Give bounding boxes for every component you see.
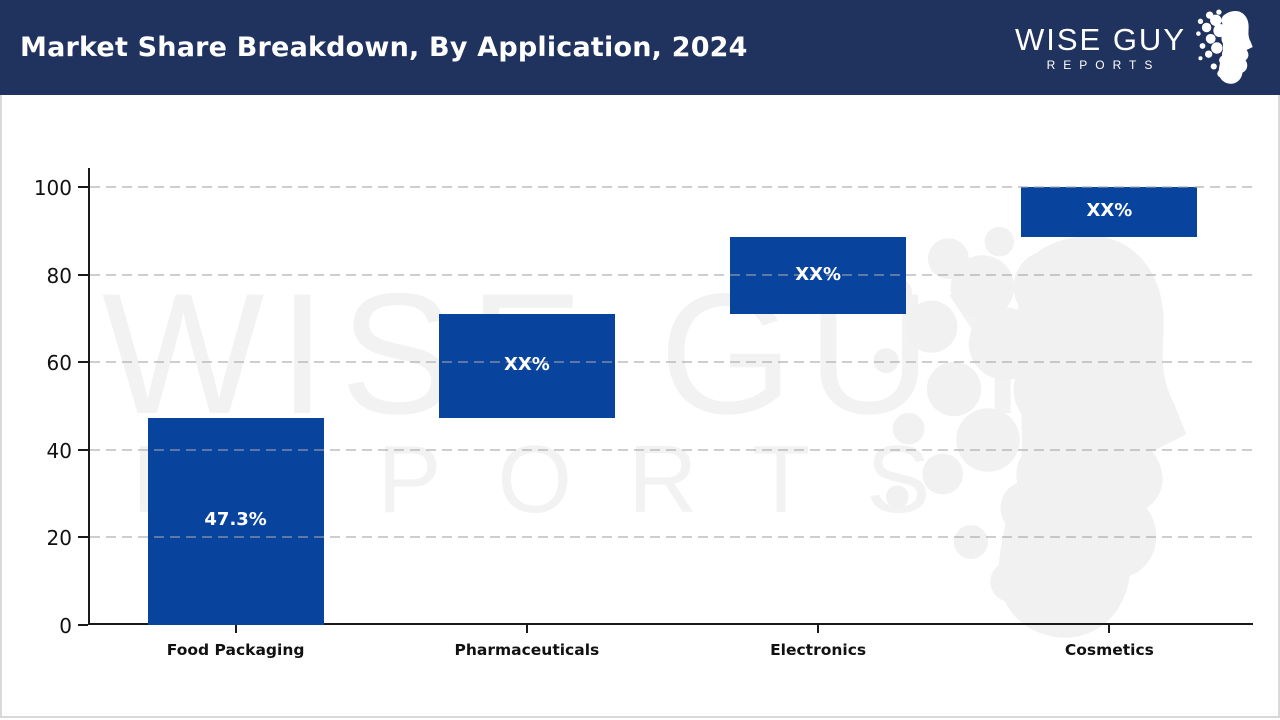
gridline-20 xyxy=(90,536,1253,539)
y-tick xyxy=(78,273,88,276)
y-tick-label: 60 xyxy=(46,351,72,376)
y-tick-label: 0 xyxy=(59,614,72,638)
gridline-40 xyxy=(90,448,1253,451)
y-tick xyxy=(78,536,88,539)
bar-value-label: XX% xyxy=(1086,200,1133,222)
category-label: Pharmaceuticals xyxy=(454,641,600,659)
y-tick-label: 20 xyxy=(46,526,72,551)
y-tick-label: 40 xyxy=(46,438,72,463)
gridline-80 xyxy=(90,273,1253,276)
x-tick xyxy=(234,625,237,633)
wiseguy-logo: WISE GUY REPORTS xyxy=(1015,7,1262,89)
x-tick xyxy=(525,625,528,633)
bar-pharmaceuticals xyxy=(438,314,615,418)
y-tick xyxy=(78,448,88,451)
y-tick-label: 80 xyxy=(46,263,72,288)
gridline-60 xyxy=(90,361,1253,364)
page-title: Market Share Breakdown, By Application, … xyxy=(20,32,748,63)
wiseguy-logo-text: WISE GUY REPORTS xyxy=(1015,24,1186,72)
logo-wordmark: WISE GUY xyxy=(1014,21,1186,57)
chart-area: WISE GUY REPORTS 47.3% Food Packaging XX% P… xyxy=(0,95,1280,718)
plot-area: 47.3% Food Packaging XX% Pharmaceuticals XX%… xyxy=(34,168,1253,659)
header-bar: Market Share Breakdown, By Application, … xyxy=(0,0,1280,95)
bar-cosmetics xyxy=(1021,187,1198,238)
bar-value-label: XX% xyxy=(795,263,842,285)
logo-subtitle: REPORTS xyxy=(1046,57,1161,72)
x-tick xyxy=(817,625,820,633)
bar-value-label: XX% xyxy=(503,354,550,376)
bar-value-label: 47.3% xyxy=(204,509,267,531)
category-label: Cosmetics xyxy=(1064,641,1154,659)
bar-food-packaging xyxy=(147,417,324,625)
x-tick xyxy=(1108,625,1111,633)
y-tick xyxy=(78,361,88,364)
category-label: Electronics xyxy=(770,641,867,659)
category-label: Food Packaging xyxy=(166,641,305,659)
y-tick-label: 100 xyxy=(33,176,72,201)
gridline-100 xyxy=(90,186,1253,189)
y-tick xyxy=(78,186,88,189)
y-tick xyxy=(78,624,88,626)
logo-head-icon xyxy=(1196,8,1253,84)
